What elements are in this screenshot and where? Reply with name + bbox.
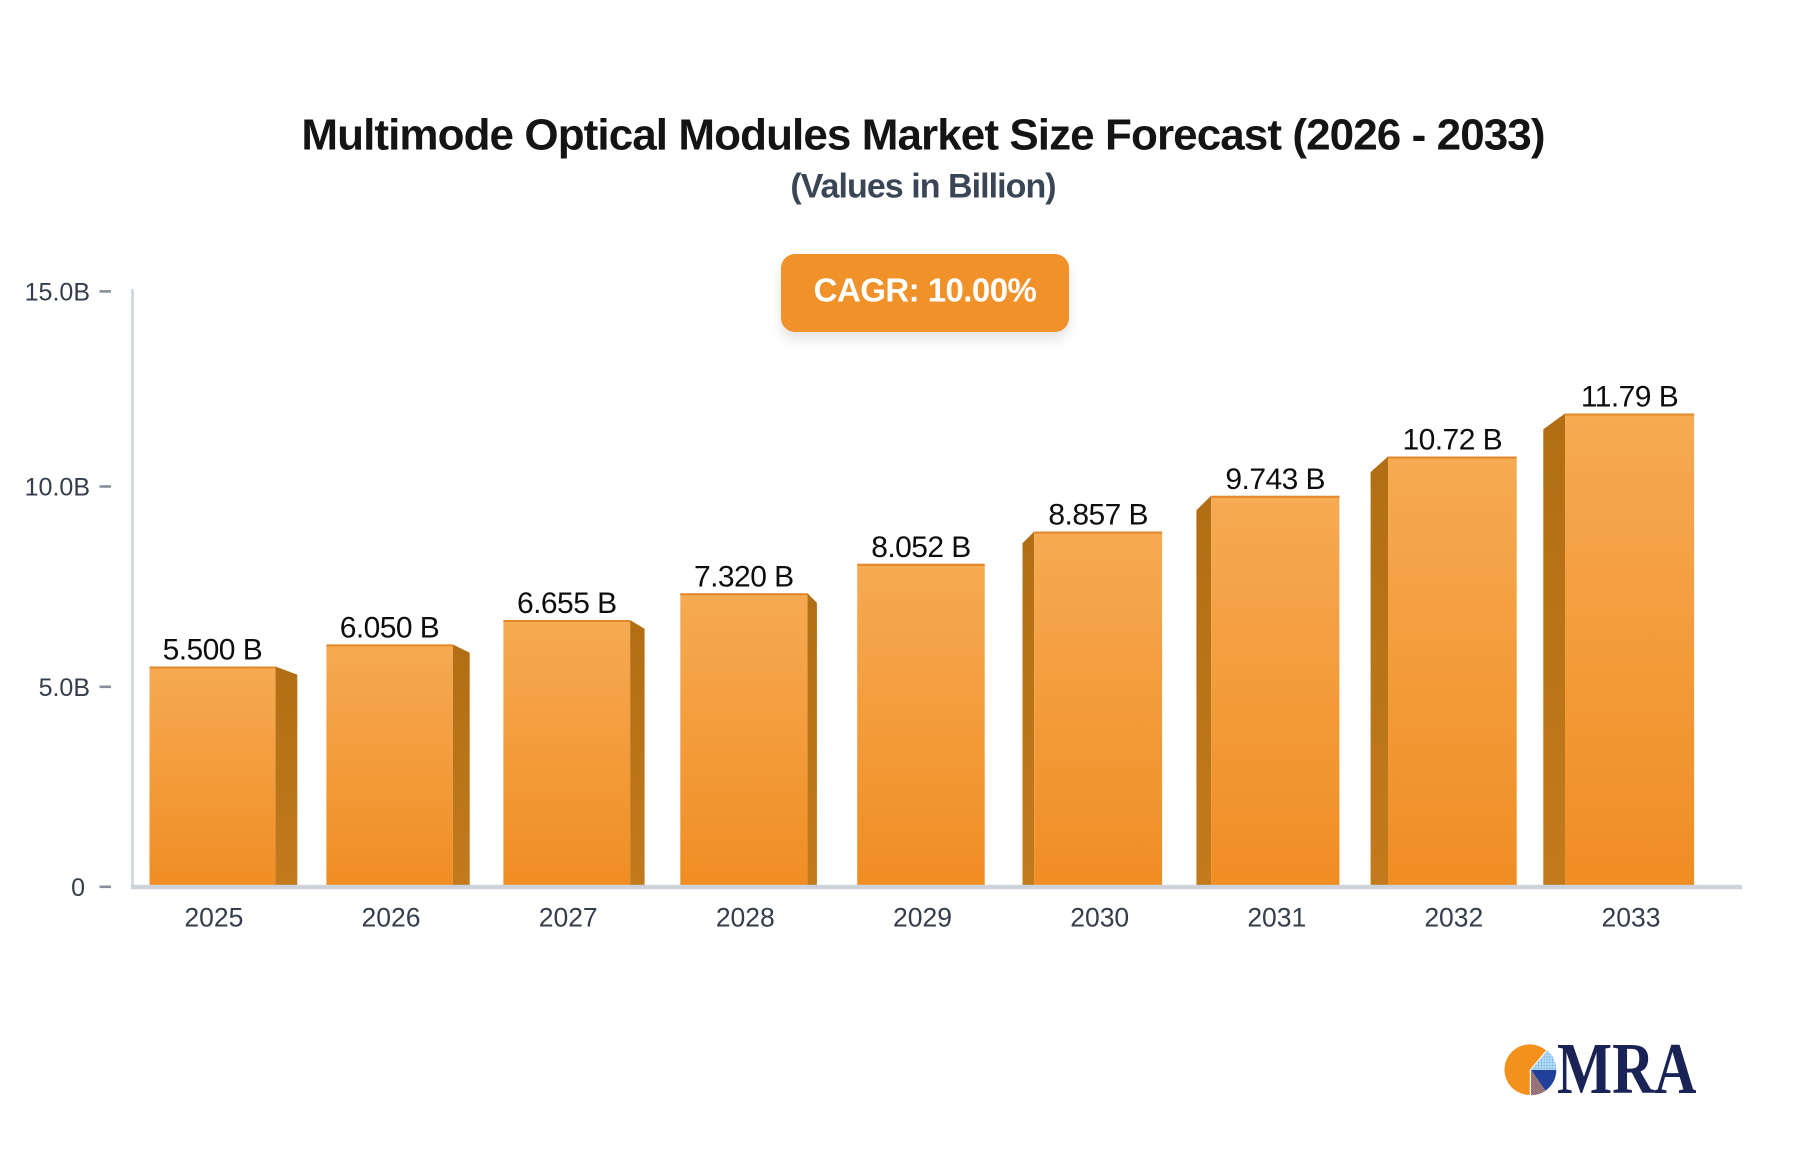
svg-text:10.72 B: 10.72 B bbox=[1403, 424, 1503, 457]
svg-text:11.79 B: 11.79 B bbox=[1581, 381, 1678, 414]
svg-text:CAGR: 10.00%: CAGR: 10.00% bbox=[814, 272, 1037, 309]
svg-text:2030: 2030 bbox=[1070, 903, 1129, 933]
svg-text:2028: 2028 bbox=[716, 903, 775, 933]
svg-text:10.0B: 10.0B bbox=[25, 474, 90, 502]
svg-text:5.500 B: 5.500 B bbox=[163, 634, 263, 667]
svg-text:(Values in Billion): (Values in Billion) bbox=[790, 168, 1055, 206]
svg-text:2025: 2025 bbox=[184, 903, 243, 933]
svg-text:0: 0 bbox=[71, 874, 85, 902]
svg-text:Multimode Optical Modules Mark: Multimode Optical Modules Market Size Fo… bbox=[301, 111, 1544, 160]
svg-text:8.857 B: 8.857 B bbox=[1048, 499, 1148, 532]
svg-text:9.743 B: 9.743 B bbox=[1225, 463, 1325, 496]
svg-text:2032: 2032 bbox=[1424, 903, 1483, 933]
svg-text:15.0B: 15.0B bbox=[25, 278, 90, 306]
svg-text:6.050 B: 6.050 B bbox=[340, 611, 440, 644]
svg-text:2029: 2029 bbox=[893, 903, 952, 933]
svg-text:2026: 2026 bbox=[362, 903, 421, 933]
svg-text:7.320 B: 7.320 B bbox=[694, 560, 794, 593]
svg-text:2031: 2031 bbox=[1247, 903, 1306, 933]
svg-text:2027: 2027 bbox=[539, 903, 598, 933]
svg-text:8.052 B: 8.052 B bbox=[871, 531, 971, 564]
svg-text:MRA: MRA bbox=[1557, 1029, 1697, 1110]
svg-text:2033: 2033 bbox=[1602, 903, 1661, 933]
svg-text:6.655 B: 6.655 B bbox=[517, 587, 617, 620]
svg-text:5.0B: 5.0B bbox=[39, 674, 90, 702]
